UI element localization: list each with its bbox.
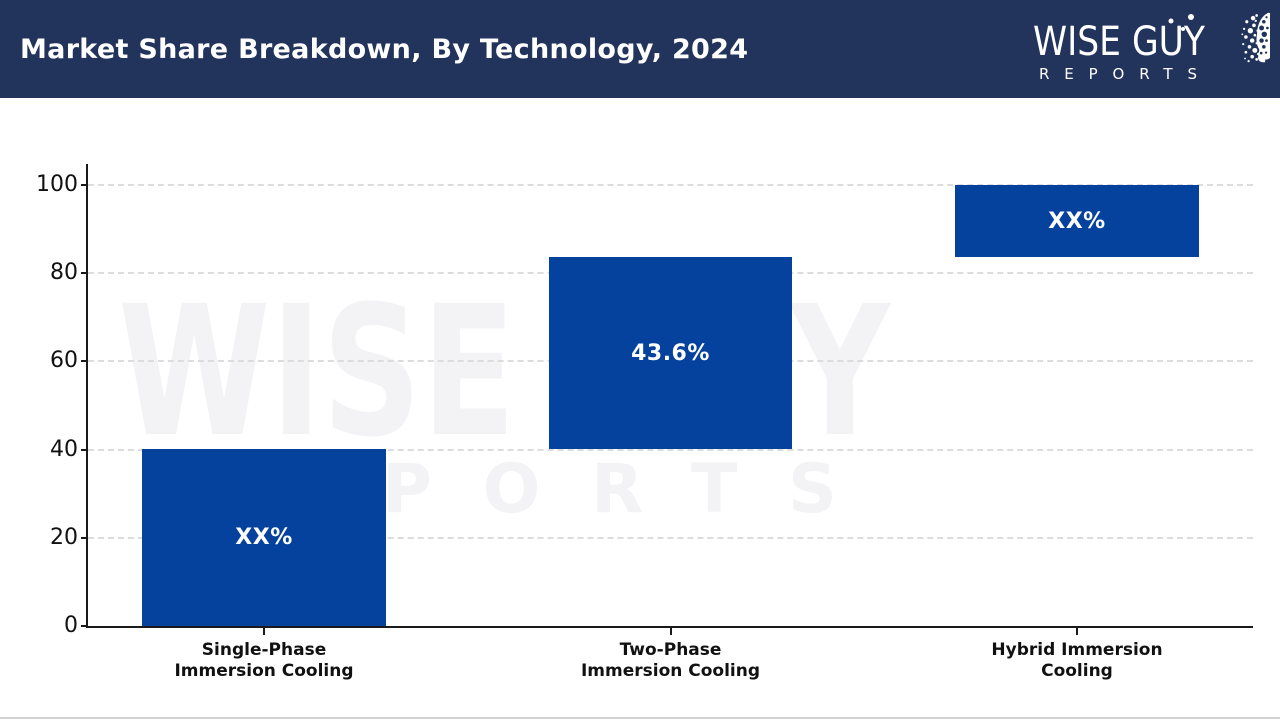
y-tick-mark [81, 360, 88, 363]
y-tick-mark [81, 272, 88, 275]
x-category-label: Two-Phase Immersion Cooling [580, 640, 761, 682]
y-gridline [88, 448, 1253, 451]
x-category-label: Single-Phase Immersion Cooling [174, 640, 354, 682]
y-tick-mark [81, 536, 88, 539]
bar: XX% [955, 185, 1199, 257]
y-tick-label: 40 [50, 436, 78, 462]
y-tick-mark [81, 625, 88, 627]
y-tick-mark [81, 448, 88, 451]
y-tick-mark [81, 184, 88, 187]
x-tick-mark [669, 628, 672, 635]
footer-divider [0, 717, 1280, 719]
x-axis-spine [86, 626, 1253, 628]
y-axis-spine [86, 164, 88, 628]
y-tick-label: 0 [64, 613, 78, 638]
x-tick-mark [263, 628, 265, 635]
y-gridline [88, 184, 1253, 187]
bar-value-label: 43.6% [631, 340, 710, 366]
x-tick-mark [1075, 628, 1078, 635]
header-bar: Market Share Breakdown, By Technology, 2… [0, 0, 1280, 98]
page-title: Market Share Breakdown, By Technology, 2… [20, 33, 749, 65]
bar: XX% [142, 449, 386, 626]
y-tick-label: 100 [36, 172, 78, 198]
bar-value-label: XX% [235, 525, 293, 551]
logo-brand-text: WISE GUY [1033, 19, 1205, 65]
y-tick-label: 80 [50, 260, 78, 286]
bar: 43.6% [548, 257, 793, 450]
logo-sub-text: REPORTS [1039, 65, 1197, 83]
y-tick-label: 60 [50, 348, 78, 374]
y-tick-label: 20 [50, 524, 78, 550]
wise-guy-reports-logo: WISE GUY REPORTS [1025, 7, 1270, 91]
x-category-label: Hybrid Immersion Cooling [991, 640, 1163, 682]
y-gridline [88, 536, 1253, 539]
bar-value-label: XX% [1048, 208, 1106, 234]
logo-face-icon [1241, 12, 1270, 63]
